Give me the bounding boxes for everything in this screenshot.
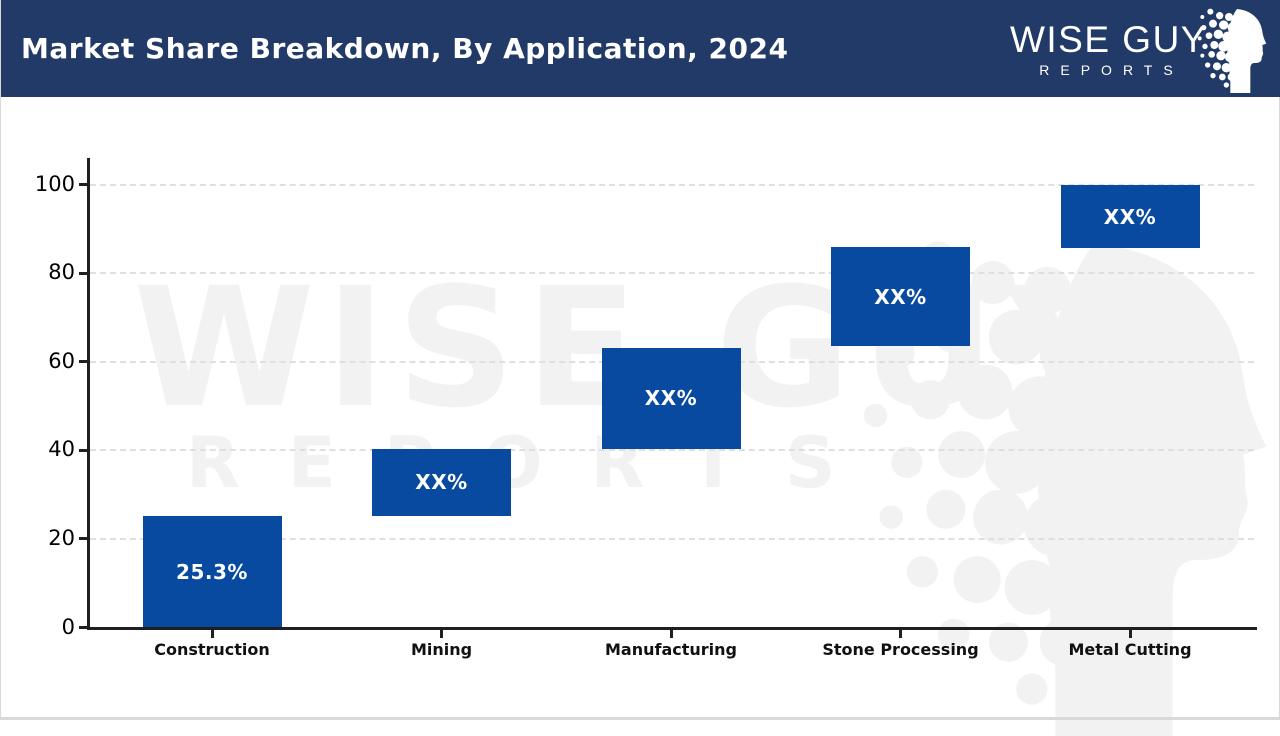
y-tick-mark xyxy=(79,183,87,187)
y-tick-mark xyxy=(79,271,87,275)
x-axis xyxy=(87,627,1257,630)
bar-manufacturing: XX% xyxy=(601,348,741,449)
y-tick-label: 100 xyxy=(34,171,75,196)
bar-metal-cutting: XX% xyxy=(1060,184,1200,249)
chart-plot-area: 0 20 40 60 80 100 25.3% Construction XX% Mining XX… xyxy=(1,0,1279,720)
x-tick-mark xyxy=(899,630,902,638)
page-title: Market Share Breakdown, By Application, … xyxy=(21,32,789,65)
bar-value-label: XX% xyxy=(1103,204,1157,229)
logo-head-icon xyxy=(1197,8,1267,93)
y-tick-label: 0 xyxy=(61,614,75,639)
x-tick-mark xyxy=(1128,630,1132,638)
bottom-border-line xyxy=(1,717,1280,720)
x-axis-category-label: Mining xyxy=(410,640,473,659)
y-axis xyxy=(87,158,90,629)
y-tick-label: 40 xyxy=(48,437,75,462)
y-tick-mark xyxy=(79,360,87,364)
bar-value-label: XX% xyxy=(874,284,927,309)
bar-value-label: XX% xyxy=(415,470,468,495)
logo-reports-text: REPORTS xyxy=(1039,61,1184,78)
header-bar: Market Share Breakdown, By Application, … xyxy=(1,0,1280,97)
y-tick-label: 60 xyxy=(48,348,75,373)
bar-value-label: XX% xyxy=(644,386,698,411)
bar-value-label: 25.3% xyxy=(176,559,248,584)
y-tick-label: 20 xyxy=(48,525,75,550)
wise-guy-logo: WISE GUY REPORTS xyxy=(1010,4,1273,94)
x-axis-category-label: Construction xyxy=(154,640,270,659)
y-tick-label: 80 xyxy=(48,260,75,285)
gridline xyxy=(90,537,1254,540)
x-axis-category-label: Stone Processing xyxy=(822,640,979,659)
gridline xyxy=(90,449,1254,452)
bar-stone-processing: XX% xyxy=(831,247,970,347)
x-axis-category-label: Manufacturing xyxy=(605,640,737,659)
x-tick-mark xyxy=(210,630,214,638)
y-tick-mark xyxy=(79,626,87,629)
y-tick-mark xyxy=(79,537,87,541)
x-tick-mark xyxy=(669,630,673,638)
bar-construction: 25.3% xyxy=(142,515,282,628)
y-tick-mark xyxy=(79,448,87,452)
x-tick-mark xyxy=(440,630,443,638)
gridline xyxy=(90,272,1254,275)
gridline xyxy=(90,183,1254,186)
bar-mining: XX% xyxy=(372,449,511,516)
x-axis-category-label: Metal Cutting xyxy=(1068,640,1192,659)
logo-wise-guy-text: WISE GUY xyxy=(1009,18,1207,60)
